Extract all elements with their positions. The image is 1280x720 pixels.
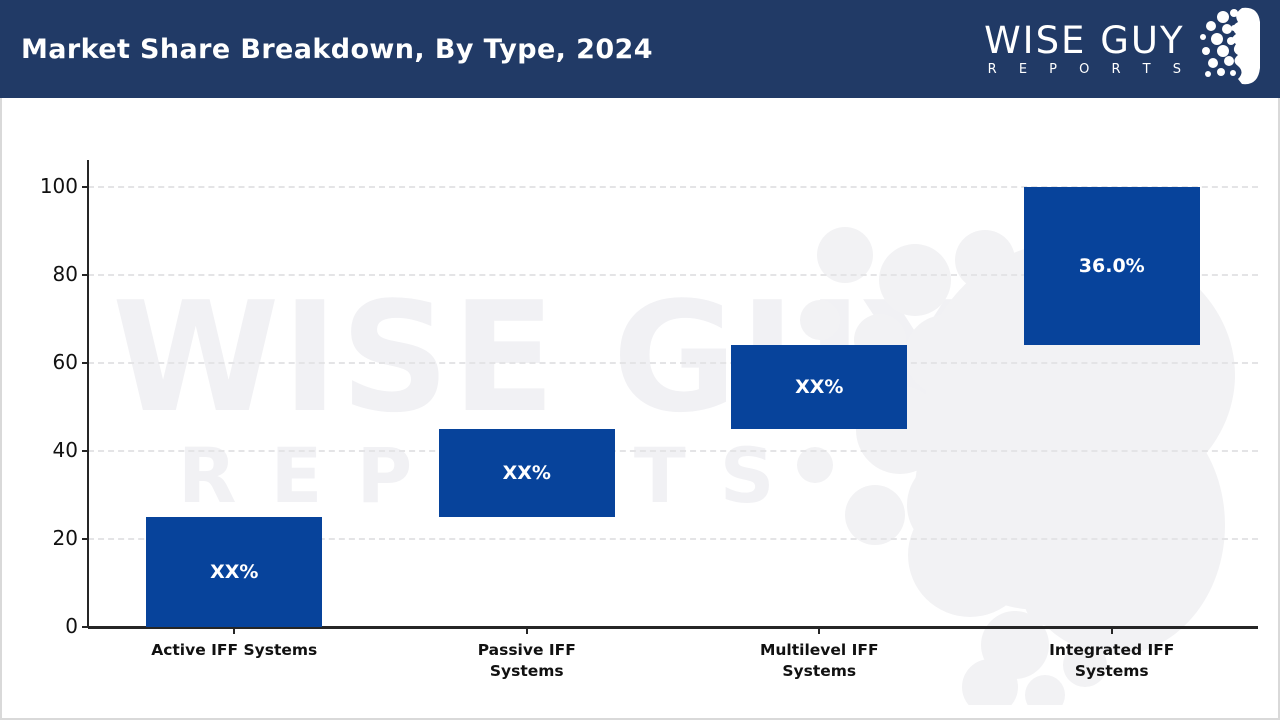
x-axis-tick bbox=[1110, 628, 1113, 634]
gridline bbox=[88, 186, 1258, 188]
gridline bbox=[88, 274, 1258, 276]
y-axis-tick-label: 80 bbox=[52, 262, 78, 286]
y-axis-tick-label: 60 bbox=[52, 350, 78, 374]
bar-value-label: XX% bbox=[502, 462, 551, 484]
watermark-head-icon bbox=[785, 225, 1265, 715]
y-axis-tick bbox=[82, 626, 88, 628]
bar-segment: XX% bbox=[438, 429, 615, 517]
y-axis-tick-label: 20 bbox=[52, 526, 78, 550]
gridline bbox=[88, 362, 1258, 364]
y-axis-tick-label: 100 bbox=[39, 174, 78, 198]
y-axis-tick bbox=[82, 274, 88, 276]
brand-logo-text: WISE GUY R E P O R T S bbox=[979, 18, 1190, 77]
y-axis-line bbox=[87, 160, 89, 627]
gridline bbox=[88, 450, 1258, 452]
bar-value-label: XX% bbox=[210, 561, 259, 583]
header-bar: Market Share Breakdown, By Type, 2024 WI… bbox=[0, 0, 1280, 98]
y-axis-tick bbox=[82, 538, 88, 540]
brand-logo-subname: R E P O R T S bbox=[987, 61, 1190, 77]
y-axis-tick-label: 40 bbox=[52, 438, 78, 462]
x-axis-category-label: Active IFF Systems bbox=[151, 641, 318, 659]
brand-logo-name: WISE GUY bbox=[984, 18, 1185, 62]
x-axis-category-label: Multilevel IFF Systems bbox=[759, 641, 879, 680]
y-axis-tick bbox=[82, 186, 88, 188]
bar-value-label: 36.0% bbox=[1078, 255, 1145, 278]
head-profile-icon bbox=[1196, 6, 1266, 92]
x-axis-tick bbox=[525, 628, 528, 634]
x-axis-tick bbox=[818, 628, 821, 634]
bar-segment: 36.0% bbox=[1023, 187, 1200, 346]
gridline bbox=[88, 538, 1258, 540]
x-axis-tick bbox=[233, 628, 236, 634]
x-axis-category-label: Integrated IFF Systems bbox=[1049, 641, 1175, 680]
x-axis-line bbox=[88, 626, 1258, 629]
y-axis-tick-label: 0 bbox=[65, 614, 78, 638]
page-title: Market Share Breakdown, By Type, 2024 bbox=[21, 33, 653, 65]
brand-logo: WISE GUY R E P O R T S bbox=[979, 6, 1280, 92]
bar-segment: XX% bbox=[146, 517, 323, 627]
x-axis-category-label: Passive IFF Systems bbox=[477, 641, 576, 680]
y-axis-tick bbox=[82, 450, 88, 452]
bar-segment: XX% bbox=[731, 345, 908, 429]
bar-value-label: XX% bbox=[795, 376, 844, 399]
y-axis-tick bbox=[82, 362, 88, 364]
